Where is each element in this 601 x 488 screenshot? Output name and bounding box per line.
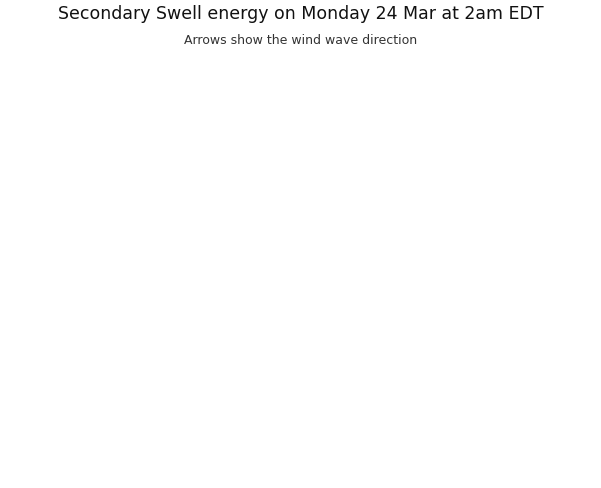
- Text: Secondary Swell energy on Monday 24 Mar at 2am EDT: Secondary Swell energy on Monday 24 Mar …: [58, 5, 543, 23]
- Text: cartopy required: cartopy required: [243, 263, 358, 277]
- Text: Arrows show the wind wave direction: Arrows show the wind wave direction: [184, 34, 417, 46]
